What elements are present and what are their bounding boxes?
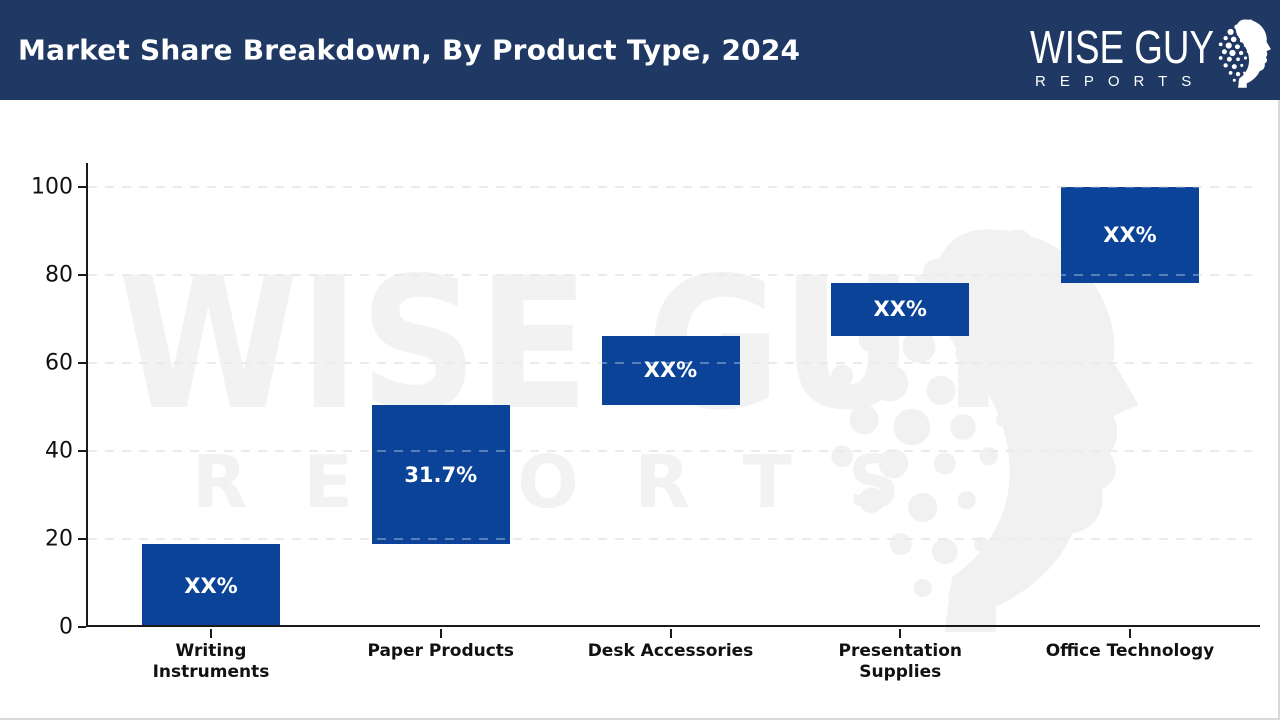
bar-value-label: 31.7% (404, 462, 478, 487)
x-category-label: Paper Products (367, 641, 515, 661)
y-axis-spine (86, 163, 88, 627)
page-bottom-border (0, 718, 1280, 720)
y-tick-mark (78, 362, 86, 364)
gridline-overlay (88, 450, 1252, 452)
x-category-label: Desk Accessories (587, 641, 754, 661)
x-tick-mark (669, 629, 672, 638)
y-axis: 0 20 40 60 80 100 (0, 155, 86, 640)
y-tick-label: 20 (45, 526, 73, 552)
gridline-overlay (88, 362, 1252, 364)
plot-area: XX% 31.7% XX% XX% XX% (86, 155, 1260, 627)
x-category-label: Presentation Supplies (838, 641, 962, 683)
gridline (88, 274, 1252, 276)
y-tick-label: 100 (31, 174, 73, 200)
y-tick-mark (78, 626, 86, 628)
bar-value-label: XX% (184, 573, 238, 598)
gridline-overlay (88, 274, 1252, 276)
bar-value-label: XX% (643, 358, 698, 383)
bar-value-label: XX% (1103, 222, 1157, 247)
y-tick-label: 0 (59, 614, 73, 640)
y-tick-mark (78, 538, 86, 540)
gridline (88, 450, 1252, 452)
y-tick-mark (78, 186, 86, 188)
bar-value-label: XX% (873, 297, 927, 322)
y-tick-label: 60 (45, 350, 73, 376)
logo-wordmark-line1: WISE GUY (1030, 21, 1215, 73)
y-tick-mark (78, 450, 86, 452)
gridline (88, 538, 1252, 540)
x-tick-mark (899, 629, 902, 638)
bar-segment: XX% (831, 282, 970, 336)
logo-wordmark: WISE GUY REPORTS (1030, 10, 1215, 90)
x-category-label: Writing Instruments (152, 641, 270, 683)
gridline-overlay (88, 538, 1252, 540)
x-axis-spine (86, 625, 1260, 627)
y-tick-mark (78, 274, 86, 276)
logo-wordmark-line2: REPORTS (1035, 73, 1206, 90)
bar-segment: XX% (142, 544, 280, 627)
x-tick-mark (439, 629, 442, 638)
page-right-border (1278, 100, 1280, 720)
header-banner: Market Share Breakdown, By Product Type,… (0, 0, 1280, 100)
y-tick-label: 40 (45, 438, 73, 464)
x-tick-mark (1129, 629, 1131, 638)
brand-logo: WISE GUY REPORTS (1030, 0, 1274, 100)
y-tick-label: 80 (45, 262, 73, 288)
logo-head-icon (1218, 19, 1271, 88)
gridline-overlay (88, 186, 1252, 188)
x-category-label: Office Technology (1045, 641, 1215, 661)
bar-segment: 31.7% (371, 404, 510, 545)
x-tick-mark (210, 629, 212, 638)
page-title: Market Share Breakdown, By Product Type,… (18, 33, 801, 67)
x-axis: Writing Instruments Paper Products Desk Ac… (88, 627, 1260, 707)
bar-segment: XX% (601, 335, 740, 405)
bar-segment: XX% (1061, 187, 1199, 283)
gridline (88, 186, 1252, 188)
